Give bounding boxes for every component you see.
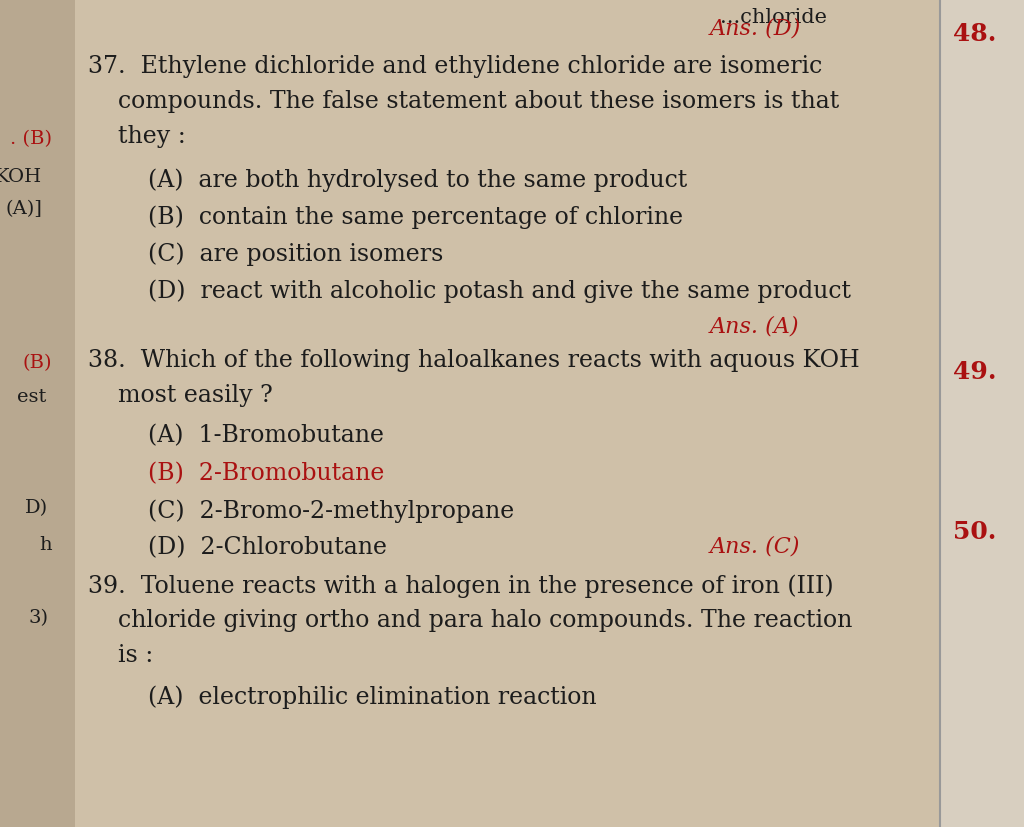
Text: (C)  2-Bromo-2-methylpropane: (C) 2-Bromo-2-methylpropane	[148, 499, 514, 523]
Text: (D)  2-Chlorobutane: (D) 2-Chlorobutane	[148, 536, 387, 559]
Text: 39.  Toluene reacts with a halogen in the presence of iron (III): 39. Toluene reacts with a halogen in the…	[88, 574, 834, 598]
Bar	[940, 0, 1024, 827]
Text: (A)  1-Bromobutane: (A) 1-Bromobutane	[148, 424, 384, 447]
Text: D): D)	[25, 499, 48, 517]
Text: 3): 3)	[28, 609, 48, 627]
Text: chloride giving ortho and para halo compounds. The reaction: chloride giving ortho and para halo comp…	[118, 609, 852, 632]
Text: (A)  electrophilic elimination reaction: (A) electrophilic elimination reaction	[148, 685, 597, 709]
Text: 50.: 50.	[953, 520, 996, 544]
Text: Ans. (C): Ans. (C)	[710, 536, 801, 558]
Bar	[0, 0, 75, 827]
Text: KOH: KOH	[0, 168, 42, 186]
Text: 38.  Which of the following haloalkanes reacts with aquous KOH: 38. Which of the following haloalkanes r…	[88, 349, 859, 372]
Text: is :: is :	[118, 644, 154, 667]
Text: (B)  2-Bromobutane: (B) 2-Bromobutane	[148, 462, 384, 485]
Text: . (B): . (B)	[10, 130, 52, 148]
Text: they :: they :	[118, 125, 185, 148]
Text: Ans. (A): Ans. (A)	[710, 316, 800, 338]
Text: (A)]: (A)]	[5, 200, 42, 218]
Text: 49.: 49.	[953, 360, 996, 384]
Text: est: est	[16, 388, 46, 406]
Text: Ans. (D): Ans. (D)	[710, 18, 801, 40]
Text: (B)  contain the same percentage of chlorine: (B) contain the same percentage of chlor…	[148, 205, 683, 228]
Text: (C)  are position isomers: (C) are position isomers	[148, 242, 443, 265]
Text: (A)  are both hydrolysed to the same product: (A) are both hydrolysed to the same prod…	[148, 168, 687, 192]
Text: most easily ?: most easily ?	[118, 384, 272, 407]
Text: 48.: 48.	[953, 22, 996, 46]
Text: ...chloride: ...chloride	[720, 8, 827, 27]
Text: (D)  react with alcoholic potash and give the same product: (D) react with alcoholic potash and give…	[148, 279, 851, 303]
Text: (B): (B)	[23, 354, 52, 372]
Text: 37.  Ethylene dichloride and ethylidene chloride are isomeric: 37. Ethylene dichloride and ethylidene c…	[88, 55, 822, 78]
Text: compounds. The false statement about these isomers is that: compounds. The false statement about the…	[118, 90, 840, 113]
Text: h: h	[39, 536, 52, 554]
